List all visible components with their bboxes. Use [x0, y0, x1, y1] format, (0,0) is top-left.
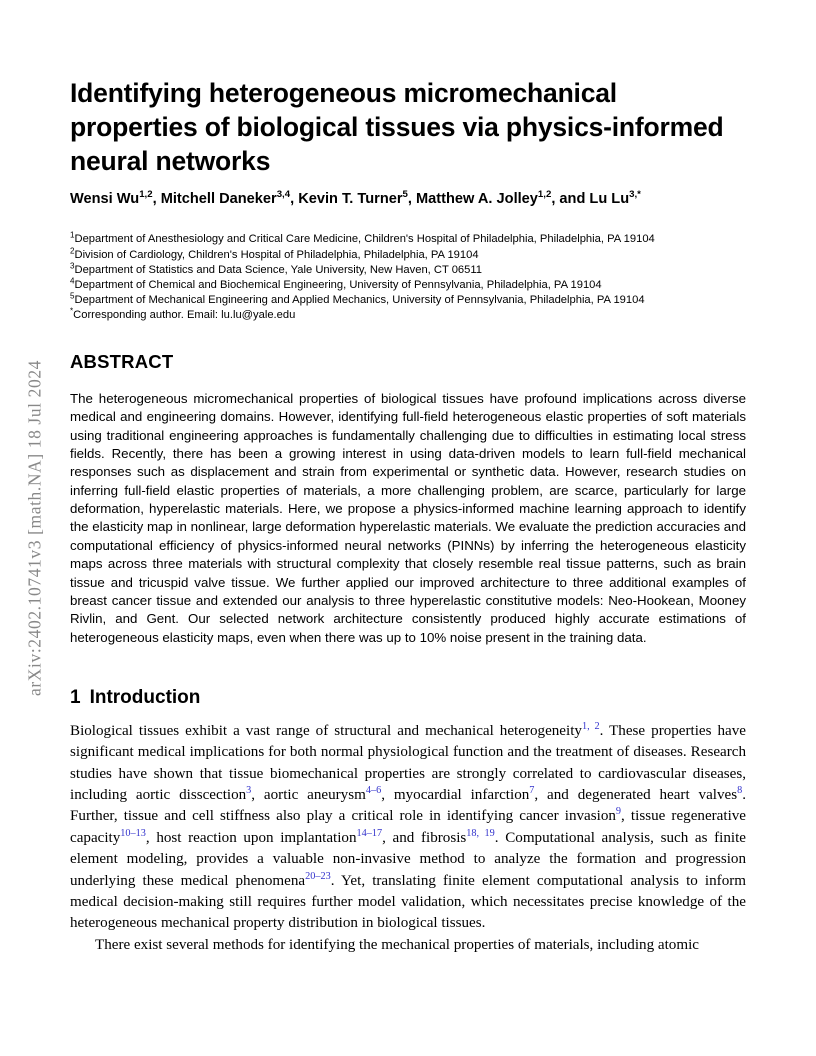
- affiliation-text: Department of Chemical and Biochemical E…: [74, 278, 602, 291]
- affiliation-item: 3Department of Statistics and Data Scien…: [70, 260, 746, 278]
- corresponding-author-text: Corresponding author. Email: lu.lu@yale.…: [73, 308, 296, 321]
- author-name: Kevin T. Turner: [298, 190, 403, 207]
- body-text: , aortic aneurysm: [251, 787, 366, 804]
- citation-ref[interactable]: 20–23: [305, 870, 331, 882]
- author-separator: , and: [551, 190, 590, 207]
- citation-ref[interactable]: 8: [737, 785, 743, 797]
- author-list: Wensi Wu1,2, Mitchell Daneker3,4, Kevin …: [70, 179, 746, 209]
- body-text: , tissue regenerative capacity: [70, 808, 747, 846]
- citation-ref[interactable]: 9: [615, 806, 622, 818]
- affiliation-marker: 5: [70, 291, 75, 300]
- corresponding-author-marker: *: [70, 306, 74, 316]
- author-separator: ,: [290, 190, 299, 207]
- author-affiliation-marker: 3,4: [276, 188, 291, 200]
- body-text: , myocardial infarction: [381, 787, 530, 804]
- introduction-paragraph: There exist several methods for identify…: [95, 936, 699, 953]
- affiliation-marker: 3: [70, 260, 75, 270]
- body-text: Biological tissues exhibit a vast range …: [70, 723, 582, 740]
- author-separator: ,: [407, 190, 416, 207]
- affiliation-marker: 2: [70, 245, 75, 255]
- affiliation-text: Department of Anesthesiology and Critica…: [74, 233, 655, 246]
- section-title: Introduction: [89, 687, 201, 709]
- page-title: Identifying heterogeneous micromechanica…: [70, 78, 724, 177]
- abstract-heading: ABSTRACT: [70, 350, 174, 372]
- citation-ref[interactable]: 1, 2: [581, 721, 600, 733]
- section-number: 1: [70, 687, 81, 709]
- citation-ref[interactable]: 3: [246, 785, 252, 797]
- author-affiliation-marker: 3,*: [629, 188, 641, 200]
- affiliation-list: 1Department of Anesthesiology and Critic…: [70, 208, 746, 322]
- affiliation-item: 1Department of Anesthesiology and Critic…: [70, 230, 746, 247]
- affiliation-item: 4Department of Chemical and Biochemical …: [70, 275, 746, 293]
- author-affiliation-marker: 1,2: [139, 188, 153, 200]
- citation-ref[interactable]: 7: [529, 785, 535, 797]
- citation-ref[interactable]: 18, 19: [466, 827, 495, 839]
- body-text: . Computational analysis, such as finite…: [70, 829, 746, 889]
- body-text: , and degenerated heart valves: [534, 787, 738, 804]
- introduction-heading: 1 Introduction: [70, 647, 746, 709]
- abstract-body: The heterogeneous micromechanical proper…: [70, 390, 746, 645]
- corresponding-author-note: *Corresponding author. Email: lu.lu@yale…: [70, 306, 746, 323]
- affiliation-item: 5Department of Mechanical Engineering an…: [70, 291, 746, 308]
- author-separator: ,: [152, 190, 161, 207]
- affiliation-marker: 4: [70, 275, 75, 285]
- author-name: Lu Lu: [589, 190, 630, 207]
- affiliation-marker: 1: [70, 230, 75, 240]
- arxiv-stamp-text: arXiv:2402.10741v3 [math.NA] 18 Jul 2024: [24, 359, 45, 697]
- author-name: Mitchell Daneker: [160, 190, 277, 207]
- affiliation-text: Department of Statistics and Data Scienc…: [74, 263, 482, 276]
- affiliation-item: 2Division of Cardiology, Children's Hosp…: [70, 245, 746, 263]
- citation-ref[interactable]: 14–17: [356, 827, 383, 839]
- affiliation-text: Department of Mechanical Engineering and…: [74, 293, 645, 306]
- introduction-paragraph: Biological tissues exhibit a vast range …: [70, 709, 746, 934]
- author-affiliation-marker: 1,2: [537, 188, 552, 200]
- citation-ref[interactable]: 4–6: [365, 785, 382, 797]
- arxiv-stamp: arXiv:2402.10741v3 [math.NA] 18 Jul 2024: [0, 0, 70, 1056]
- author-name: Matthew A. Jolley: [416, 190, 538, 207]
- author-name: Wensi Wu: [70, 190, 140, 207]
- author-affiliation-marker: 5: [402, 188, 408, 200]
- body-text: , host reaction upon implantation: [145, 829, 357, 846]
- affiliation-text: Division of Cardiology, Children's Hospi…: [74, 248, 479, 261]
- body-text: . Further, tissue and cell stiffness als…: [70, 787, 746, 825]
- paper-content-column: Identifying heterogeneous micromechanica…: [70, 0, 746, 1056]
- body-text: , and fibrosis: [382, 829, 467, 846]
- body-text: . These properties have significant medi…: [70, 723, 747, 804]
- body-text: . Yet, translating finite element comput…: [70, 872, 747, 932]
- citation-ref[interactable]: 10–13: [120, 827, 146, 839]
